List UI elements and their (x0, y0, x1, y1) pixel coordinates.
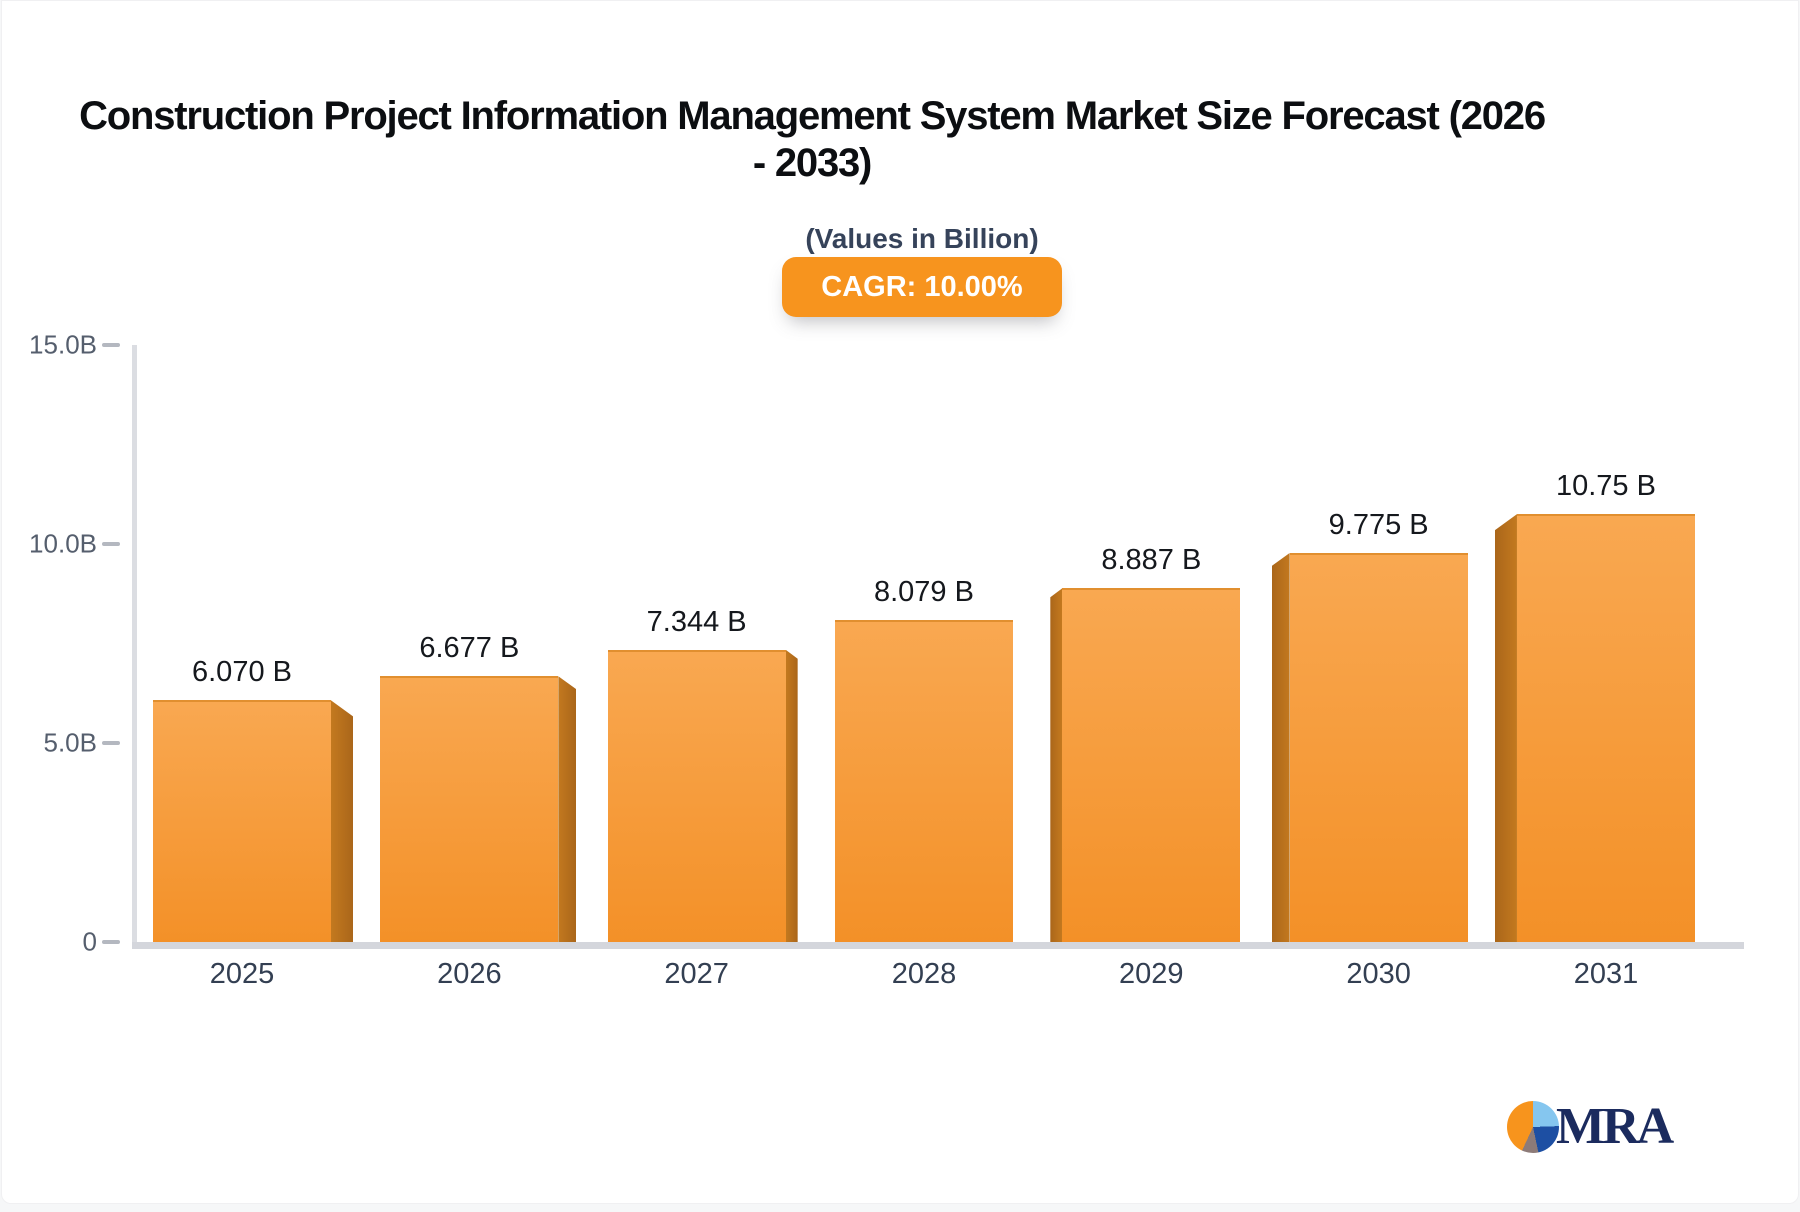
x-axis-label: 2028 (891, 958, 957, 990)
x-axis-label: 2026 (437, 958, 502, 990)
chart-title: Construction Project Information Managem… (2, 93, 1622, 187)
bar-side-face (558, 676, 577, 947)
bar-value-label: 6.677 B (419, 632, 520, 665)
x-axis-label: 2025 (209, 958, 275, 990)
pie-chart-logo-icon (1507, 1100, 1559, 1153)
x-axis-label: 2031 (1573, 958, 1639, 990)
bar-value-label: 10.75 B (1555, 470, 1656, 503)
logo-text: MRA (1556, 1098, 1674, 1155)
bar-2029[interactable] (1062, 588, 1241, 947)
bar-value-label: 8.079 B (873, 576, 974, 609)
bar-side-face (785, 649, 798, 947)
cagr-badge: CAGR: 10.00% (782, 257, 1062, 317)
chart-title-text: Construction Project Information Managem… (79, 94, 1546, 185)
bar-2027[interactable] (607, 649, 786, 947)
y-axis-tick-mark (102, 741, 120, 745)
y-axis-tick-mark (102, 940, 120, 944)
bar-value-label: 8.887 B (1101, 544, 1202, 577)
bar-value-label: 6.070 B (192, 656, 292, 689)
x-axis-baseline (132, 942, 1744, 949)
bar-value-label: 9.775 B (1328, 508, 1429, 541)
y-axis-tick-label: 15.0B (29, 329, 97, 360)
bar-side-face (331, 700, 353, 947)
chart-subtitle: (Values in Billion) (805, 223, 1039, 254)
bar-side-face (1050, 588, 1063, 947)
x-axis-label: 2030 (1346, 958, 1411, 990)
y-axis-line (132, 345, 137, 945)
bar-2030[interactable] (1289, 552, 1468, 947)
y-axis-tick-label: 0 (82, 926, 97, 957)
y-axis-tick-label: 10.0B (29, 528, 97, 559)
y-axis-tick-mark (102, 542, 120, 546)
bar-2028[interactable] (834, 620, 1013, 947)
y-axis-tick-label: 5.0B (43, 727, 98, 758)
x-axis-label: 2027 (664, 958, 729, 990)
bar-2031[interactable] (1516, 514, 1695, 947)
x-axis-label: 2029 (1119, 958, 1184, 990)
bar-side-face (1271, 552, 1290, 947)
y-axis-tick-mark (102, 343, 120, 347)
bar-value-label: 7.344 B (646, 605, 747, 638)
bar-2026[interactable] (380, 676, 559, 947)
mra-logo: MRA (1507, 1097, 1674, 1156)
bar-side-face (1494, 514, 1517, 947)
bar-2025[interactable] (153, 700, 331, 947)
